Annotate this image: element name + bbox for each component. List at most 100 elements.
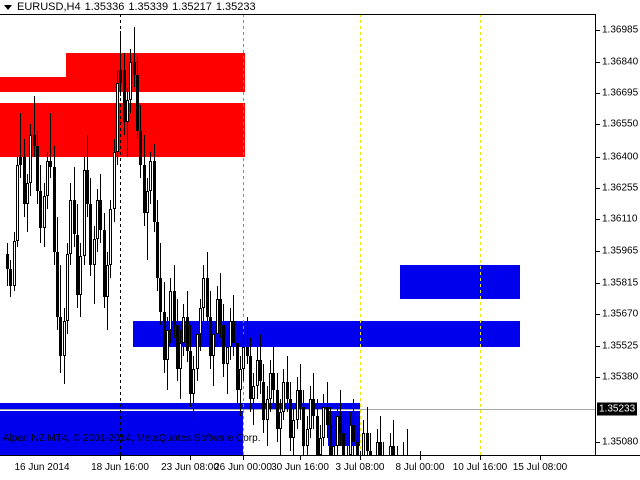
candle-body-bearish [39,191,42,228]
candle-wick [403,442,404,455]
candle-body-bullish [129,61,132,101]
candle-body-bearish [299,390,302,408]
candle-body-bullish [349,424,352,455]
candle-body-bearish [86,169,89,205]
candle-wick [147,178,148,261]
time-tick-label: 18 Jun 16:00 [91,462,149,473]
candle-body-bullish [46,161,49,196]
candle-wick [420,450,421,455]
price-tick-label: 1.36695 [602,87,639,99]
candle-wick [407,429,408,455]
time-tick [540,456,541,460]
candle-body-bullish [109,208,112,265]
time-tick-label: 3 Jul 08:00 [335,462,385,473]
candle-body-bullish [83,169,86,257]
candle-body-bearish [286,381,289,399]
candle-body-bearish [209,316,212,356]
candle-body-bullish [256,359,259,386]
candle-body-bullish [146,191,149,213]
candle-body-bearish [289,398,292,438]
candle-body-bearish [356,442,359,455]
price-tick [596,61,600,63]
candle-body-bearish [259,359,262,382]
candle-body-bearish [6,253,9,270]
price-tick [596,345,600,347]
price-tick-label: 1.35670 [602,308,639,320]
candle-body-bullish [166,329,169,360]
candle-body-bearish [123,70,126,123]
candle-wick [34,96,35,157]
time-tick [190,456,191,460]
time-tick-label: 30 Jun 16:00 [271,462,329,473]
candle-body-bullish [182,316,185,343]
candle-body-bullish [362,433,365,455]
candle-body-bearish [133,61,136,75]
candle-body-bullish [43,195,46,228]
candle-body-bearish [326,407,329,425]
candle-body-bearish [103,230,106,298]
candle-wick [227,333,228,395]
price-tick [596,30,600,32]
candle-body-bearish [173,290,176,326]
candle-body-bullish [376,442,379,455]
ohlc-high: 1.35339 [128,1,169,13]
price-tick-label: 1.35380 [602,371,639,383]
price-tick [596,92,600,94]
price-tick-label: 1.36255 [602,182,639,194]
candle-body-bearish [366,433,369,451]
price-tick-label: 1.36550 [602,118,639,130]
candle-body-bearish [139,130,142,166]
candle-wick [253,372,254,425]
candle-body-bullish [239,368,242,391]
price-tick-label: 1.36400 [602,151,639,163]
price-tick [596,188,600,190]
candle-body-bearish [53,167,56,252]
candle-body-bearish [236,342,239,391]
candle-body-bearish [176,325,179,369]
candle-body-bearish [339,416,342,434]
candle-body-bearish [159,277,162,313]
candle-body-bullish [96,199,99,239]
candle-wick [94,225,95,304]
candle-body-bearish [246,346,249,356]
time-tick [420,456,421,460]
price-tick [596,314,600,316]
candle-wick [120,31,121,97]
candle-body-bearish [352,424,355,443]
chevron-down-icon[interactable] [4,3,13,12]
candle-body-bullish [266,398,269,421]
candle-body-bullish [69,199,72,254]
time-tick-label: 26 Jun 00:00 [214,462,272,473]
candle-body-bullish [202,277,205,308]
candle-wick [20,113,21,179]
candle-body-bullish [269,372,272,399]
time-tick [243,456,244,460]
candle-body-bullish [296,390,299,421]
candle-body-bearish [302,407,305,447]
candle-body-bullish [212,333,215,356]
price-tick [596,377,600,379]
candle-body-bearish [73,199,76,235]
candle-body-bullish [63,320,66,356]
candle-body-bullish [319,437,322,455]
time-tick-label: 8 Jul 00:00 [395,462,445,473]
copyright-label: Alpari NZ MT4, © 2001-2014, MetaQuotes S… [3,433,261,444]
chart-plot-area[interactable]: Alpari NZ MT4, © 2001-2014, MetaQuotes S… [0,14,595,455]
candle-wick [347,442,348,455]
time-scale[interactable]: 16 Jun 2014 18 Jun 16:00 23 Jun 08:00 26 Ju… [0,456,640,480]
candle-body-bullish [332,446,335,455]
supply-zone-upper-extension [0,76,66,92]
candle-body-bullish [279,411,282,430]
candle-body-bearish [23,156,26,205]
price-tick-label: 1.36985 [602,24,639,36]
candle-body-bullish [126,100,129,123]
time-tick [120,456,121,460]
candle-body-bullish [106,264,109,298]
time-tick [480,456,481,460]
time-tick-label: 16 Jun 2014 [14,462,70,473]
time-tick-label: 15 Jul 08:00 [512,462,568,473]
candle-body-bullish [322,407,325,438]
candle-body-bullish [179,342,182,369]
candle-body-bearish [49,161,52,168]
price-scale[interactable]: 1.36985 1.36840 1.36695 1.36550 1.36400 1.362… [596,14,640,455]
